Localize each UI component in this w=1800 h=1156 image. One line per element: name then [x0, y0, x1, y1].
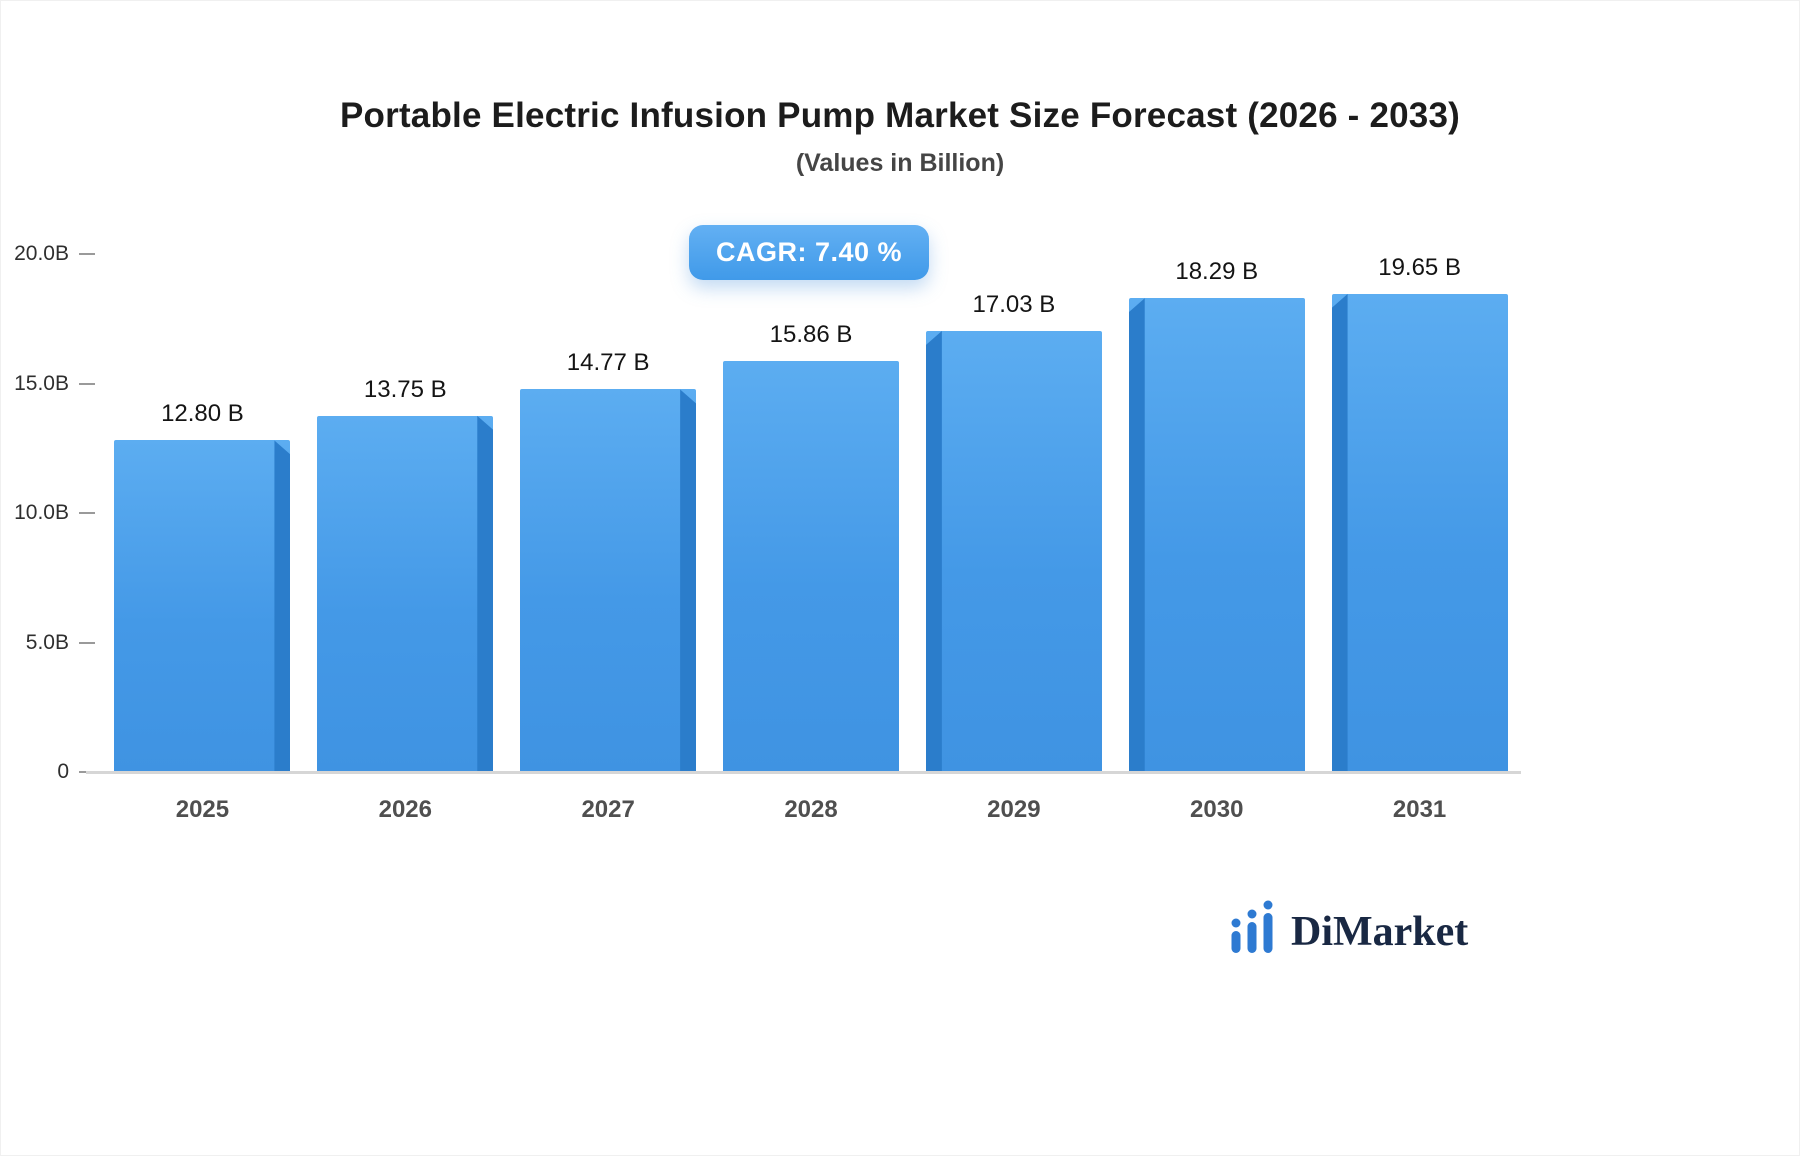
y-axis-tick-label: 10.0B: [14, 501, 69, 524]
bar: [723, 361, 899, 772]
bar-slot: 12.80 B 2025: [101, 254, 304, 823]
x-axis-label: 2028: [784, 796, 838, 823]
y-axis-tick-label: 5.0B: [25, 630, 69, 654]
bar-value-label: 13.75 B: [363, 375, 447, 403]
bar-value-label: 15.86 B: [769, 321, 853, 349]
y-axis-tick-mark: [79, 253, 95, 255]
bar-side-face: [680, 389, 697, 772]
y-axis: 20.0B 15.0B 10.0B 5.0B 0: [1, 242, 95, 783]
dimarket-icon: [1231, 900, 1273, 953]
bar: [1331, 294, 1508, 772]
bar: [317, 415, 494, 772]
x-axis-label: 2027: [581, 796, 635, 823]
y-axis-tick-label: 20.0B: [14, 242, 69, 265]
x-axis-label: 2030: [1190, 796, 1244, 823]
chart-subtitle: (Values in Billion): [795, 149, 1005, 177]
y-axis-tick-mark: [79, 512, 95, 514]
x-axis-label: 2029: [987, 796, 1041, 823]
y-axis-tick-label: 0: [57, 760, 69, 783]
bar-side-face: [1331, 294, 1348, 772]
bar-side-face: [925, 330, 942, 772]
bar-value-label: 12.80 B: [161, 400, 244, 428]
bar: [114, 440, 291, 772]
bars-container: 12.80 B 2025 13.75 B 2026 14.77 B 2027 15.86 B…: [101, 254, 1521, 823]
x-axis-label: 2026: [378, 796, 432, 823]
bar-value-label: 17.03 B: [972, 290, 1056, 318]
brand-logo: DiMarket: [1229, 899, 1468, 953]
bar: [520, 389, 697, 772]
cagr-badge: CAGR: 7.40 %: [689, 225, 930, 280]
bar-slot: 15.86 B 2028: [710, 254, 913, 823]
y-axis-tick: 20.0B: [14, 242, 95, 266]
bar-side-face: [1128, 298, 1145, 772]
bar-slot: 18.29 B 2030: [1115, 254, 1318, 823]
y-axis-tick: 15.0B: [14, 372, 95, 396]
bar-value-label: 14.77 B: [566, 349, 650, 377]
bar-side-face: [274, 440, 291, 772]
x-axis-label: 2025: [175, 796, 230, 823]
bar-slot: 17.03 B 2029: [912, 254, 1115, 823]
y-axis-tick: 10.0B: [14, 501, 95, 525]
x-axis-label: 2031: [1392, 796, 1447, 823]
bar-side-face: [477, 415, 494, 772]
bar-value-label: 18.29 B: [1175, 258, 1259, 286]
x-axis-line: [86, 771, 1521, 774]
y-axis-tick-mark: [79, 641, 95, 644]
y-axis-tick-mark: [79, 382, 95, 385]
plot-area: 20.0B 15.0B 10.0B 5.0B 0 12.80 B 2025 13.75 B 2…: [14, 242, 1521, 823]
y-axis-tick: 5.0B: [26, 631, 95, 655]
chart-title: Portable Electric Infusion Pump Market S…: [340, 96, 1460, 135]
bar-slot: 14.77 B 2027: [507, 254, 710, 823]
bar: [1128, 298, 1305, 772]
brand-name: DiMarket: [1291, 909, 1469, 955]
bar-value-label: 19.65 B: [1378, 254, 1461, 281]
bar: [925, 330, 1102, 772]
bar-slot: 19.65 B 2031: [1318, 254, 1521, 823]
y-axis-tick-label: 15.0B: [14, 371, 69, 395]
bar-slot: 13.75 B 2026: [304, 254, 507, 823]
